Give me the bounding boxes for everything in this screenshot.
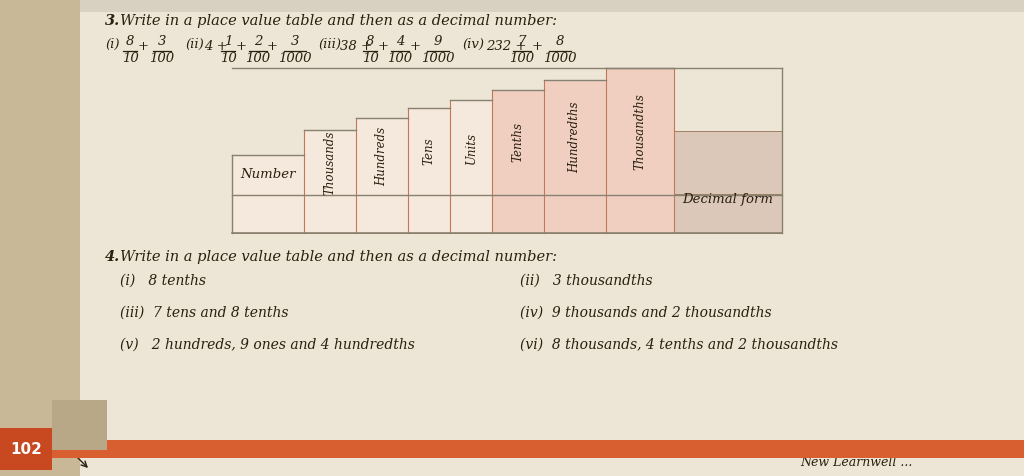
Text: 3: 3 bbox=[158, 35, 166, 48]
Text: 8: 8 bbox=[366, 35, 374, 48]
Text: 8: 8 bbox=[126, 35, 134, 48]
Bar bbox=[408, 195, 450, 233]
Text: Number: Number bbox=[241, 169, 296, 181]
Text: New Learnwell ...: New Learnwell ... bbox=[800, 456, 912, 468]
Text: Write in a place value table and then as a decimal number:: Write in a place value table and then as… bbox=[120, 250, 557, 264]
Bar bbox=[52, 400, 106, 450]
Text: 10: 10 bbox=[122, 52, 138, 65]
Text: (ii)   3 thousandths: (ii) 3 thousandths bbox=[520, 274, 652, 288]
Bar bbox=[356, 118, 408, 195]
Bar bbox=[0, 440, 1024, 458]
Text: 1000: 1000 bbox=[421, 52, 455, 65]
Bar bbox=[232, 195, 304, 233]
Text: (i)   8 tenths: (i) 8 tenths bbox=[120, 274, 206, 288]
Text: 9: 9 bbox=[434, 35, 442, 48]
Text: Hundreds: Hundreds bbox=[376, 127, 388, 186]
Bar bbox=[450, 195, 492, 233]
Text: 3: 3 bbox=[291, 35, 299, 48]
Bar bbox=[450, 100, 492, 195]
Text: 100: 100 bbox=[387, 52, 413, 65]
Text: 100: 100 bbox=[246, 52, 270, 65]
Text: Thousands: Thousands bbox=[324, 130, 337, 195]
Text: 100: 100 bbox=[150, 52, 174, 65]
Text: Thousandths: Thousandths bbox=[634, 93, 646, 170]
Text: 10: 10 bbox=[361, 52, 379, 65]
Polygon shape bbox=[80, 0, 1024, 476]
Text: 10: 10 bbox=[219, 52, 237, 65]
Text: 8: 8 bbox=[556, 35, 564, 48]
Text: 2: 2 bbox=[254, 35, 262, 48]
Bar bbox=[544, 195, 606, 233]
Bar bbox=[544, 80, 606, 195]
Text: Write in a place value table and then as a decimal number:: Write in a place value table and then as… bbox=[120, 14, 557, 28]
Bar bbox=[356, 195, 408, 233]
Bar bbox=[0, 428, 52, 470]
Polygon shape bbox=[80, 0, 1024, 12]
Text: +: + bbox=[266, 40, 278, 52]
Text: Decimal form: Decimal form bbox=[683, 194, 773, 207]
Text: 3.: 3. bbox=[105, 14, 120, 28]
Text: +: + bbox=[236, 40, 247, 52]
Bar bbox=[304, 195, 356, 233]
Text: Tenths: Tenths bbox=[512, 122, 524, 162]
Bar bbox=[674, 131, 782, 194]
Text: 1000: 1000 bbox=[279, 52, 311, 65]
Text: 4.: 4. bbox=[105, 250, 120, 264]
Text: +: + bbox=[378, 40, 388, 52]
Text: 232 +: 232 + bbox=[486, 40, 526, 52]
Text: (v)   2 hundreds, 9 ones and 4 hundredths: (v) 2 hundreds, 9 ones and 4 hundredths bbox=[120, 338, 415, 352]
Text: (vi)  8 thousands, 4 tenths and 2 thousandths: (vi) 8 thousands, 4 tenths and 2 thousan… bbox=[520, 338, 838, 352]
Bar bbox=[304, 130, 356, 195]
Bar bbox=[492, 195, 544, 233]
Text: Tens: Tens bbox=[423, 138, 435, 165]
Text: (iv): (iv) bbox=[462, 38, 484, 51]
Text: +: + bbox=[531, 40, 543, 52]
Text: 38 +: 38 + bbox=[340, 40, 372, 52]
Text: +: + bbox=[137, 40, 148, 52]
Text: (iii): (iii) bbox=[318, 38, 341, 51]
Text: 1000: 1000 bbox=[544, 52, 577, 65]
Text: (iii)  7 tens and 8 tenths: (iii) 7 tens and 8 tenths bbox=[120, 306, 289, 320]
Text: (ii): (ii) bbox=[185, 38, 204, 51]
Bar bbox=[492, 90, 544, 195]
Text: 4: 4 bbox=[396, 35, 404, 48]
Text: 102: 102 bbox=[10, 442, 42, 456]
Text: 1: 1 bbox=[224, 35, 232, 48]
Polygon shape bbox=[0, 0, 80, 476]
Text: 7: 7 bbox=[518, 35, 526, 48]
Text: (i): (i) bbox=[105, 38, 120, 51]
Text: 100: 100 bbox=[509, 52, 535, 65]
Text: 4 +: 4 + bbox=[204, 40, 227, 52]
Text: (iv)  9 thousands and 2 thousandths: (iv) 9 thousands and 2 thousandths bbox=[520, 306, 772, 320]
Bar bbox=[606, 68, 674, 195]
Bar bbox=[674, 195, 782, 233]
Text: +: + bbox=[410, 40, 421, 52]
Text: Units: Units bbox=[465, 131, 477, 163]
Bar bbox=[606, 195, 674, 233]
Bar bbox=[408, 108, 450, 195]
Text: Hundredths: Hundredths bbox=[568, 102, 582, 173]
Bar bbox=[232, 155, 304, 195]
